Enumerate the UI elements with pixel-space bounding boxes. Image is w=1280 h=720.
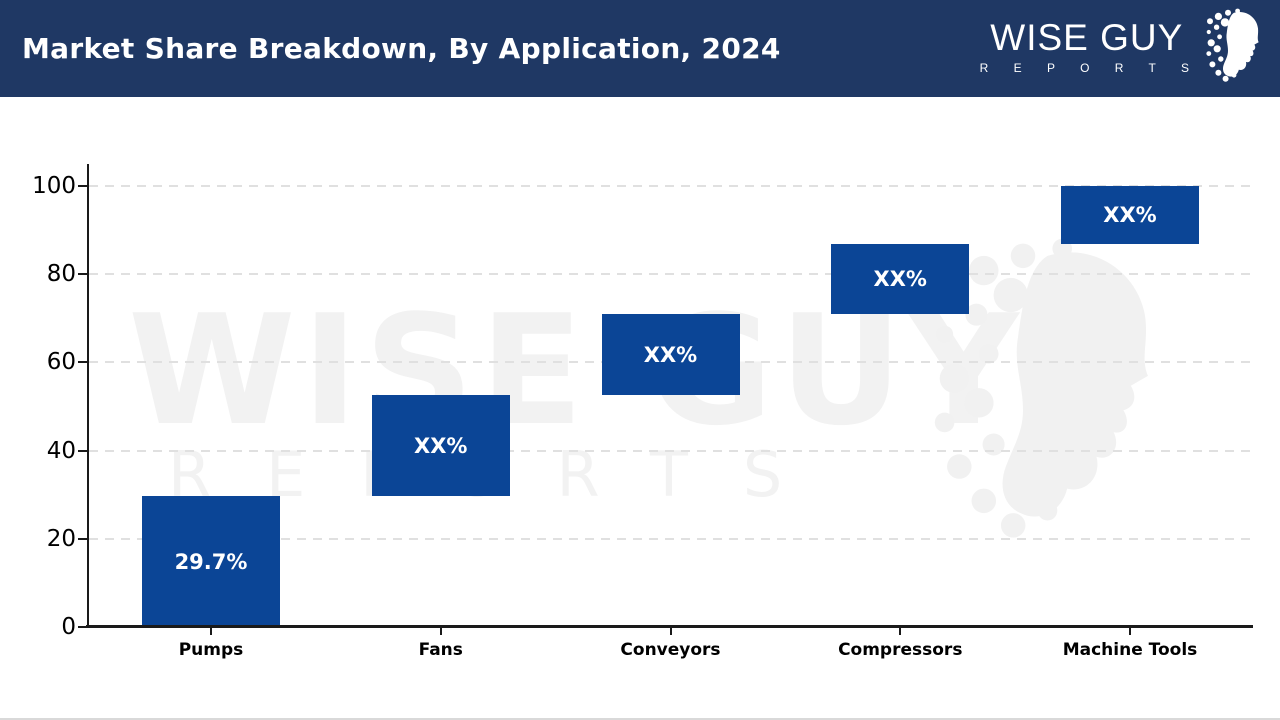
x-tick-mark-2 <box>669 628 672 635</box>
y-tick-label-100: 100 <box>32 173 76 199</box>
bar-value-label: XX% <box>414 433 468 458</box>
y-tick-label-0: 0 <box>61 614 76 640</box>
bar-value-label: XX% <box>873 267 927 292</box>
x-category-label-4: Machine Tools <box>1062 640 1198 660</box>
x-tick-mark-4 <box>1129 628 1131 635</box>
face-logo-icon <box>1204 8 1264 86</box>
y-tick-label-40: 40 <box>46 437 76 464</box>
x-category-label-1: Fans <box>418 640 463 660</box>
gridline-100 <box>89 185 1253 187</box>
bar-compressors: XX% <box>831 244 970 314</box>
y-tick-mark-60 <box>78 361 87 364</box>
logo-text-reports: R E P O R T S <box>979 60 1200 75</box>
bar-value-label: XX% <box>643 342 698 367</box>
x-tick-mark-3 <box>899 628 902 635</box>
gridline-40 <box>89 449 1253 452</box>
x-tick-mark-1 <box>439 628 442 635</box>
x-axis <box>86 625 1253 628</box>
x-category-label-2: Conveyors <box>620 640 721 660</box>
logo-text-wiseguy: WISE GUY <box>990 17 1184 59</box>
bar-pumps: 29.7% <box>142 496 280 627</box>
x-tick-mark-0 <box>210 628 212 635</box>
y-tick-label-20: 20 <box>46 525 76 552</box>
brand-wordmark: WISE GUY R E P O R T S <box>974 17 1200 75</box>
footer-border <box>0 718 1280 720</box>
y-tick-mark-40 <box>78 449 87 452</box>
y-tick-label-60: 60 <box>46 349 76 376</box>
y-tick-mark-100 <box>78 185 87 187</box>
x-category-label-3: Compressors <box>838 640 963 660</box>
y-axis <box>87 163 89 627</box>
bar-fans: XX% <box>371 395 510 497</box>
bar-conveyors: XX% <box>601 313 740 396</box>
x-category-label-0: Pumps <box>178 640 244 660</box>
bar-value-label: 29.7% <box>174 549 248 574</box>
y-tick-mark-80 <box>78 273 87 276</box>
bar-machine-tools: XX% <box>1061 186 1199 245</box>
header: Market Share Breakdown, By Application, … <box>0 0 1280 97</box>
y-tick-mark-0 <box>78 626 87 628</box>
gridline-20 <box>89 537 1253 540</box>
bar-value-label: XX% <box>1103 203 1157 228</box>
page-title: Market Share Breakdown, By Application, … <box>22 32 781 65</box>
y-tick-label-80: 80 <box>46 261 76 288</box>
gridline-80 <box>89 273 1253 276</box>
brand-logo: WISE GUY R E P O R T S <box>974 8 1264 86</box>
y-tick-mark-20 <box>78 537 87 540</box>
